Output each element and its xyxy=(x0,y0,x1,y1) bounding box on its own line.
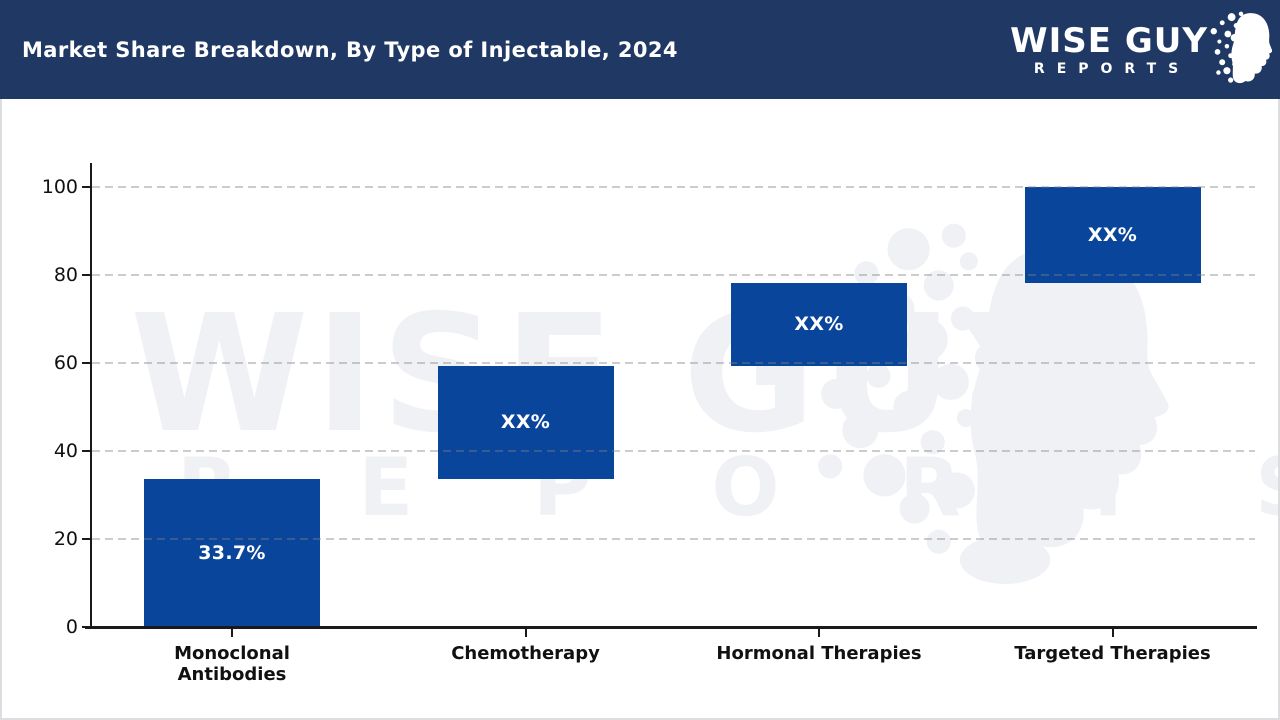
watermark-dotted-head-icon xyxy=(806,223,1169,584)
y-axis-tick xyxy=(82,274,91,276)
y-tick-label: 0 xyxy=(65,616,78,638)
chart-canvas: WISE GUY R E P O R T S 02040608010033.7%… xyxy=(0,99,1280,720)
y-axis-tick xyxy=(82,450,91,452)
chart-title: Market Share Breakdown, By Type of Injec… xyxy=(22,37,678,62)
x-axis-baseline xyxy=(85,626,1257,629)
y-axis-tick xyxy=(82,626,91,628)
brand-logo: WISE GUY REPORTS xyxy=(1010,6,1272,94)
y-axis-tick xyxy=(82,362,91,364)
header-bar: Market Share Breakdown, By Type of Injec… xyxy=(0,0,1280,99)
y-tick-label: 60 xyxy=(53,352,78,374)
x-category-label: Targeted Therapies xyxy=(1014,643,1211,664)
bar-value-label: 33.7% xyxy=(198,541,266,564)
gridline xyxy=(92,538,1255,540)
x-category-label: Monoclonal Antibodies xyxy=(174,643,290,685)
x-category-label: Hormonal Therapies xyxy=(716,643,922,664)
brand-subtext: REPORTS xyxy=(1033,61,1191,77)
x-axis-tick xyxy=(524,629,527,637)
bar-value-label: XX% xyxy=(794,313,844,336)
y-tick-label: 20 xyxy=(53,528,78,550)
brand-wordmark-block: WISE GUY REPORTS xyxy=(1010,23,1208,77)
x-axis-tick xyxy=(818,629,820,637)
gridline xyxy=(92,274,1255,276)
y-tick-label: 40 xyxy=(53,440,78,462)
gridline xyxy=(92,186,1255,188)
y-axis-tick xyxy=(82,538,91,540)
y-axis-spine xyxy=(90,163,92,628)
bar: XX% xyxy=(731,282,907,367)
dotted-head-icon xyxy=(1210,11,1272,84)
brand-wordmark: WISE GUY xyxy=(1010,21,1208,61)
bar: XX% xyxy=(1024,187,1201,283)
gridline xyxy=(92,450,1255,452)
y-tick-label: 80 xyxy=(53,264,78,286)
bar-value-label: XX% xyxy=(500,411,551,434)
x-axis-tick xyxy=(1111,629,1114,637)
x-category-label: Chemotherapy xyxy=(451,643,600,664)
gridline xyxy=(92,362,1255,364)
y-tick-label: 100 xyxy=(41,176,78,198)
x-axis-tick xyxy=(231,629,233,637)
plot-area: 0 20 40 60 80 100 33.7% Monoclonal Antibodies XX… xyxy=(2,99,1278,718)
y-axis-tick xyxy=(82,186,91,188)
bar-value-label: XX% xyxy=(1087,223,1138,246)
bar: XX% xyxy=(437,366,614,479)
bar: 33.7% xyxy=(144,478,320,627)
